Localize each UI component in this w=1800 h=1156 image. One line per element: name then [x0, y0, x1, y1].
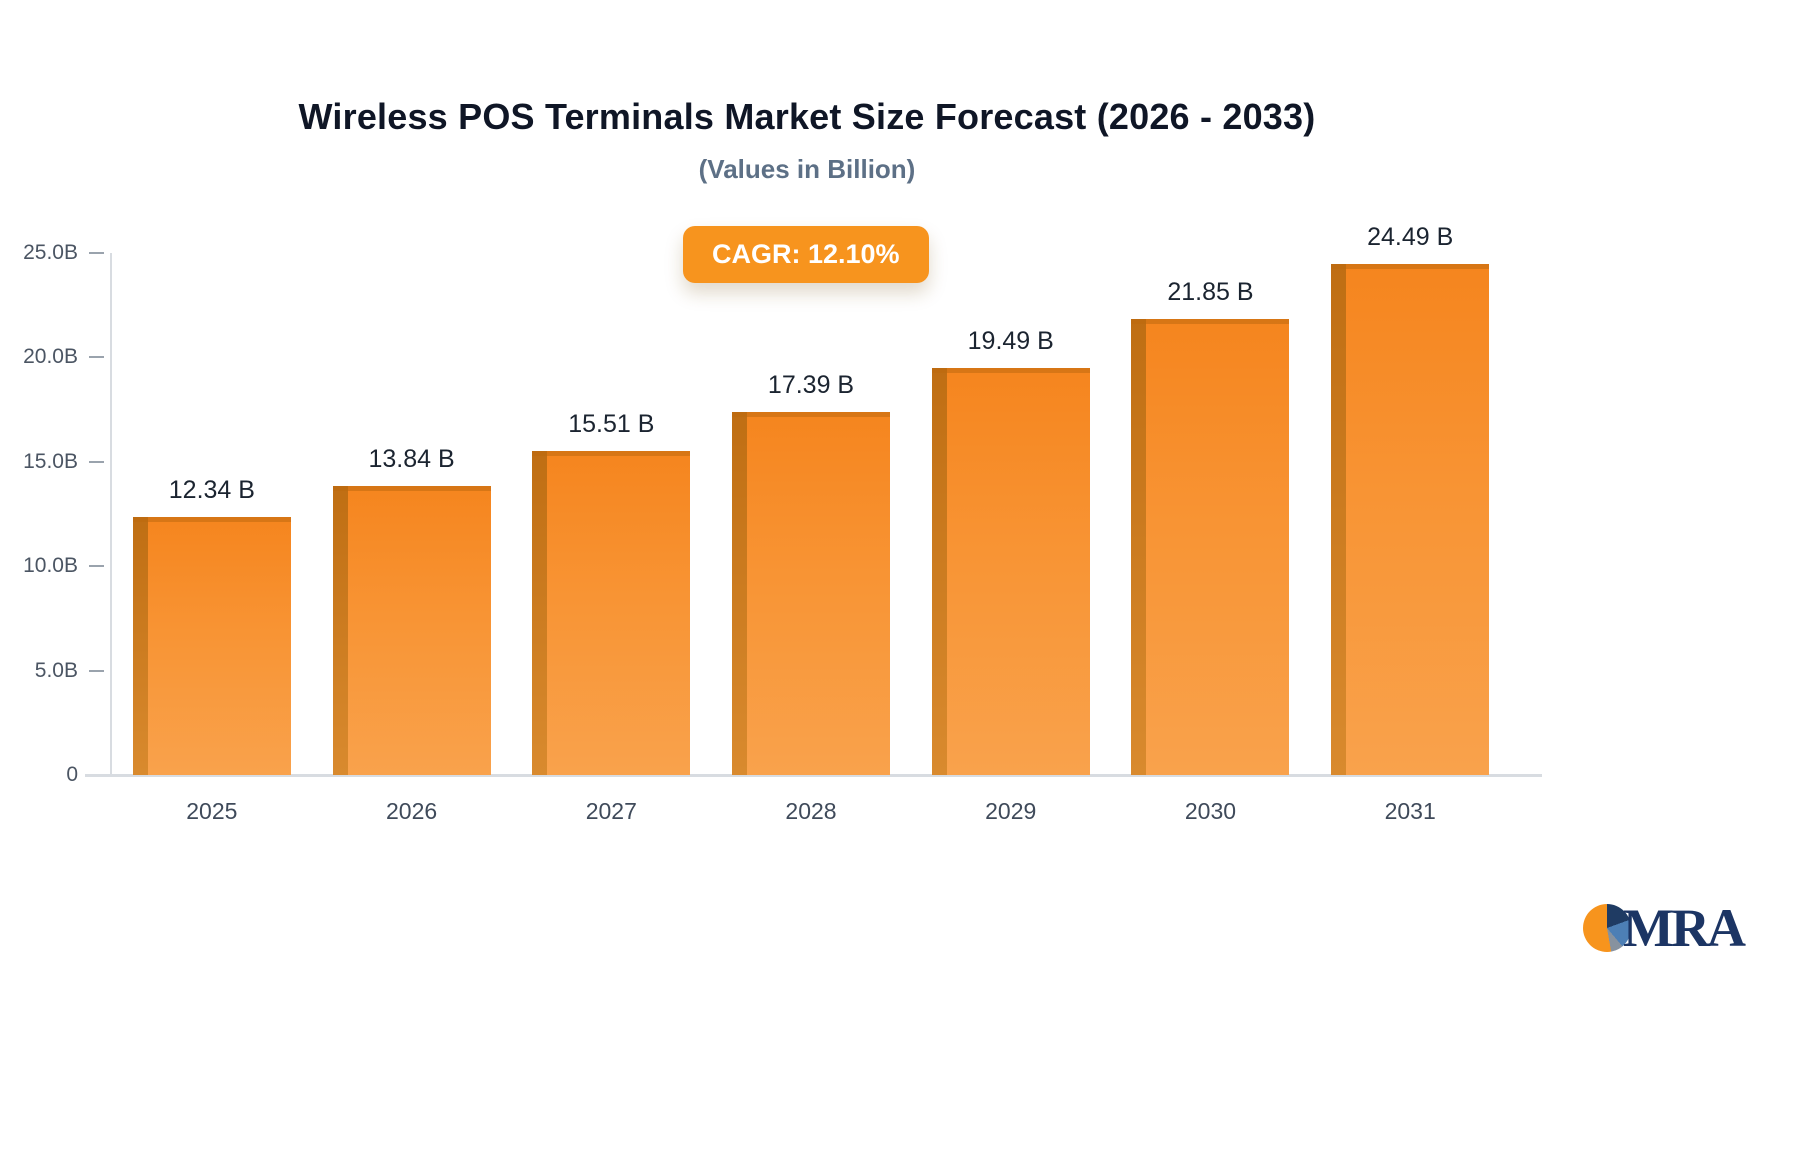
bar-group-2027: 15.51 B 2027 — [511, 253, 711, 824]
y-tick-mark — [89, 356, 104, 359]
value-label-2030: 21.85 B — [1167, 277, 1254, 306]
bar-group-2025: 12.34 B 2025 — [112, 253, 312, 824]
y-tick-20.0B: 20.0B — [0, 345, 110, 369]
bar-group-2030: 21.85 B 2030 — [1111, 253, 1311, 824]
bar-top-edge — [732, 411, 891, 417]
x-tick-label-2029: 2029 — [985, 798, 1037, 824]
y-tick-15.0B: 15.0B — [0, 450, 110, 474]
y-tick-5.0B: 5.0B — [0, 659, 110, 683]
bar-2025: 12.34 B — [132, 476, 291, 775]
chart-subtitle: (Values in Billion) — [698, 154, 916, 184]
y-tick-mark — [89, 669, 104, 672]
y-tick-mark — [89, 565, 104, 568]
x-tick-label-2025: 2025 — [186, 798, 238, 824]
x-tick-label-2026: 2026 — [385, 798, 438, 824]
x-tick-label-2030: 2030 — [1184, 798, 1237, 824]
y-tick-10.0B: 10.0B — [0, 554, 110, 578]
bar-top-edge — [532, 451, 691, 457]
x-tick-label-2027: 2027 — [585, 798, 637, 824]
bar-side-face — [1331, 263, 1347, 775]
bar-side-face — [332, 486, 348, 775]
bar-side-face — [132, 517, 148, 775]
logo: MRA — [1583, 898, 1746, 958]
y-tick-mark — [89, 252, 104, 254]
bar-top-edge — [1131, 318, 1290, 324]
logo-text: MRA — [1623, 898, 1746, 958]
value-label-2028: 17.39 B — [767, 370, 855, 399]
bar-top-edge — [1331, 263, 1490, 269]
bar-side-face — [732, 411, 748, 775]
value-label-2031: 24.49 B — [1367, 222, 1454, 251]
bar-top-edge — [132, 517, 291, 523]
x-tick-label-2028: 2028 — [785, 798, 837, 824]
y-axis: 0 5.0B 10.0B 15.0B 20.0B 25.0B — [0, 241, 110, 786]
cagr-badge: CAGR: 12.10% — [683, 226, 929, 283]
bar-group-2026: 13.84 B 2026 — [312, 253, 512, 824]
bar-side-face — [532, 451, 548, 775]
y-tick-label: 15.0B — [23, 449, 78, 473]
bar-2030: 21.85 B — [1131, 278, 1290, 775]
bar-group-2029: 19.49 B 2029 — [911, 253, 1111, 824]
chart-header: Wireless POS Terminals Market Size Forec… — [0, 0, 1614, 185]
value-label-2029: 19.49 B — [967, 327, 1054, 356]
y-tick-mark — [89, 460, 104, 463]
bars-container: 12.34 B 2025 13.84 B 2026 15.51 B 2027 17.39 B… — [112, 223, 1510, 824]
bar-2029: 19.49 B — [931, 327, 1090, 775]
y-tick-label: 0 — [66, 763, 78, 786]
value-label-2025: 12.34 B — [168, 476, 255, 505]
bar-group-2031: 24.49 B 2031 — [1310, 223, 1510, 824]
chart-title: Wireless POS Terminals Market Size Forec… — [298, 96, 1316, 137]
logo-pie-icon — [1583, 904, 1632, 952]
value-label-2026: 13.84 B — [368, 445, 455, 474]
y-tick-25.0B: 25.0B — [0, 241, 110, 265]
x-tick-label-2031: 2031 — [1384, 798, 1436, 824]
bar-group-2028: 17.39 B 2028 — [711, 253, 911, 824]
plot-area: 12.34 B 2025 13.84 B 2026 15.51 B 2027 17.39 B… — [85, 223, 1542, 824]
bar-side-face — [931, 368, 947, 775]
bar-2028: 17.39 B — [732, 371, 891, 775]
x-axis-line — [85, 774, 1542, 777]
bar-top-edge — [931, 368, 1090, 374]
y-tick-label: 25.0B — [23, 241, 78, 264]
value-label-2027: 15.51 B — [568, 410, 655, 439]
bar-side-face — [1131, 318, 1147, 775]
bar-2031: 24.49 B — [1331, 223, 1490, 775]
y-tick-label: 20.0B — [23, 345, 78, 369]
bar-2026: 13.84 B — [332, 445, 491, 775]
y-tick-label: 10.0B — [23, 554, 78, 578]
y-tick-label: 5.0B — [34, 658, 78, 682]
bar-2027: 15.51 B — [532, 410, 691, 775]
bar-top-edge — [332, 486, 491, 492]
